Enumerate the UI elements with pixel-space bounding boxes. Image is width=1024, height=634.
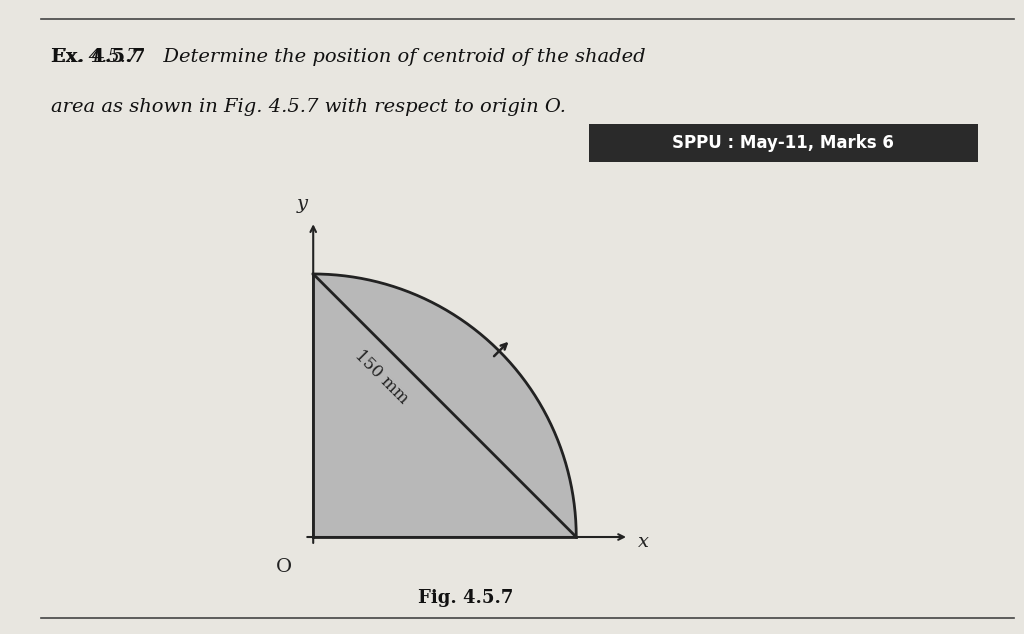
Text: Ex. 4.5.7: Ex. 4.5.7	[51, 48, 145, 65]
Text: Fig. 4.5.7: Fig. 4.5.7	[418, 590, 514, 607]
Text: Ex. 4.5.7    Determine the position of centroid of the shaded: Ex. 4.5.7 Determine the position of cent…	[51, 48, 646, 65]
Polygon shape	[313, 274, 577, 537]
Text: x: x	[638, 533, 648, 552]
Text: 150 mm: 150 mm	[351, 347, 412, 408]
Text: y: y	[297, 195, 308, 212]
Text: area as shown in Fig. 4.5.7 with respect to origin O.: area as shown in Fig. 4.5.7 with respect…	[51, 98, 566, 116]
Text: O: O	[276, 558, 292, 576]
Text: SPPU : May-11, Marks 6: SPPU : May-11, Marks 6	[673, 134, 894, 152]
